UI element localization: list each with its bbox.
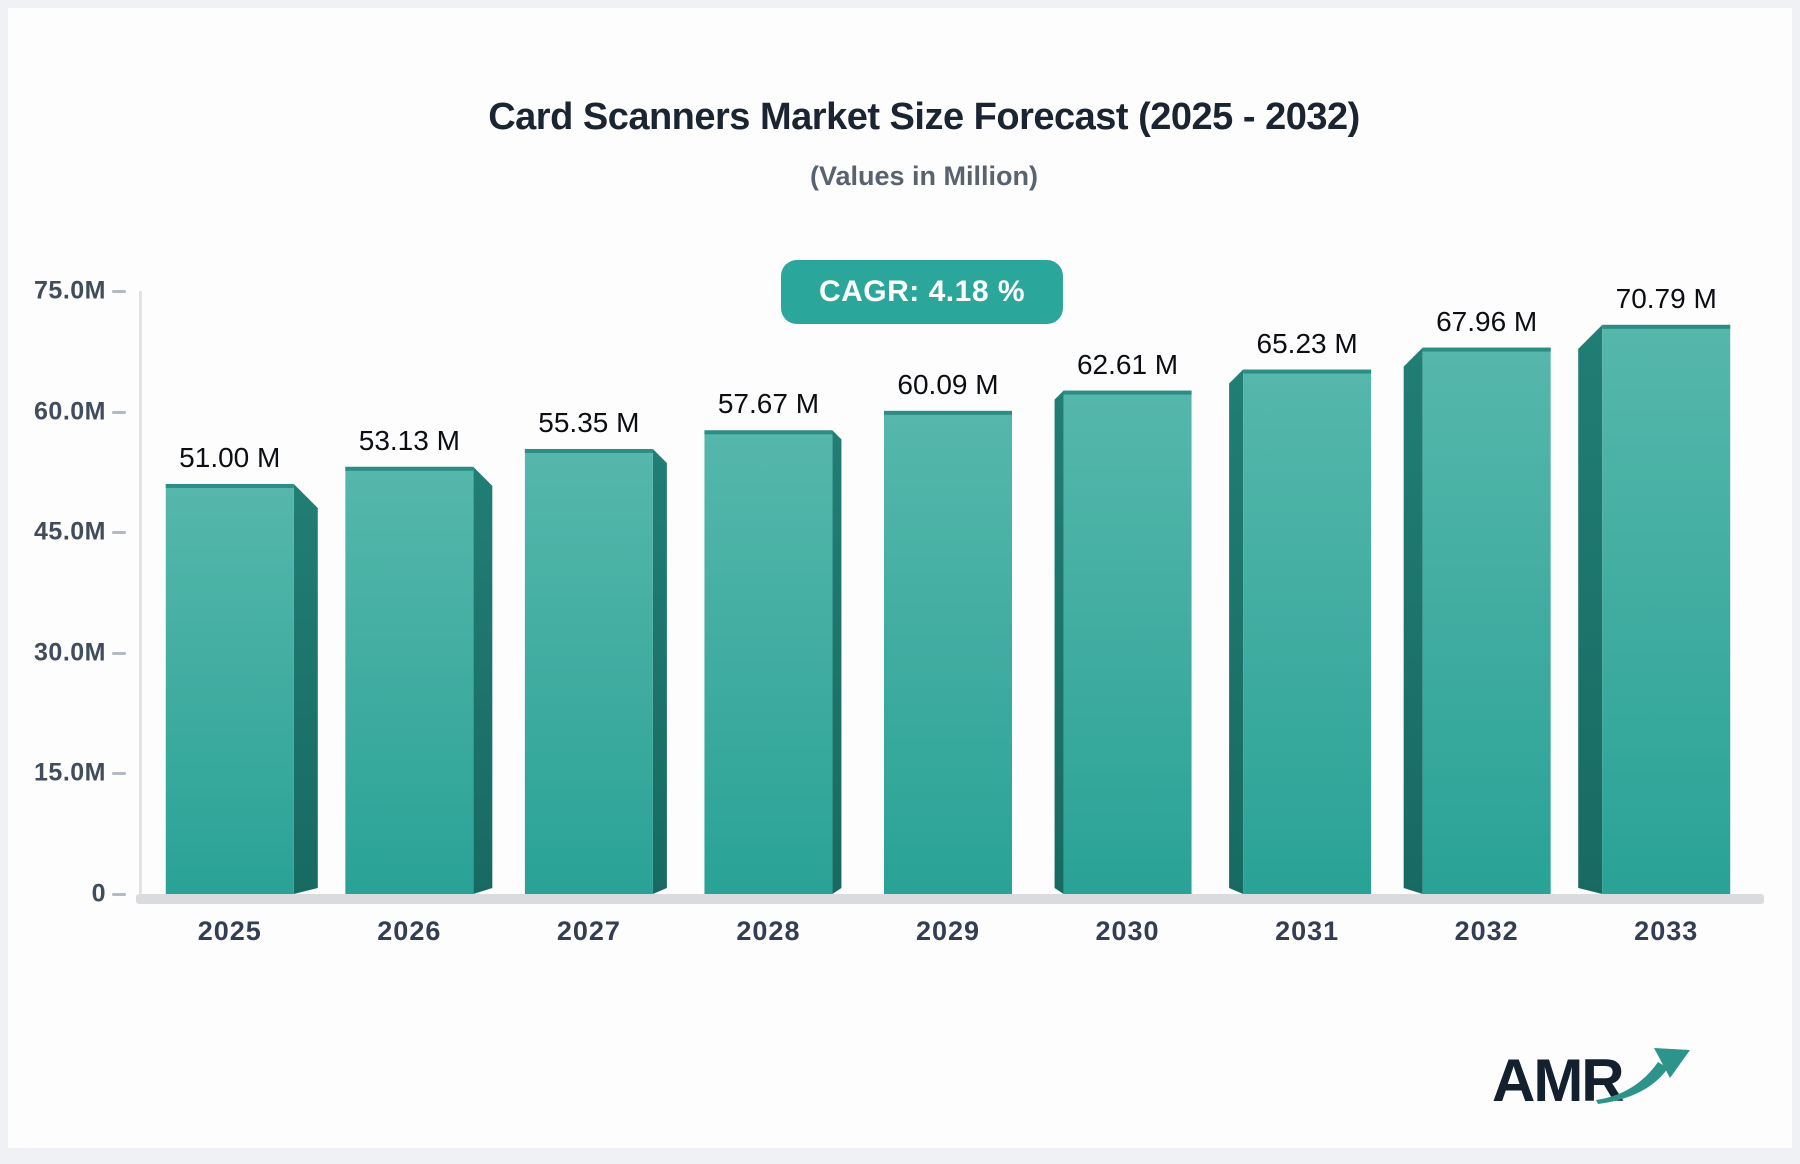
chart-title: Card Scanners Market Size Forecast (2025… (488, 96, 1360, 138)
bar-value-label: 60.09 M (897, 368, 999, 400)
x-tick-label: 2025 (197, 916, 262, 946)
bar-chart-plot: 0 15.0M 30.0M 45.0M 60.0M 75.0M 51.00 M 2025 53.… (8, 8, 1792, 1148)
bar-2030 (1063, 390, 1192, 894)
y-tick-mark (112, 531, 126, 535)
x-tick-label: 2032 (1454, 916, 1519, 946)
bar-value-label: 62.61 M (1076, 348, 1179, 380)
bar-value-label: 67.96 M (1436, 305, 1538, 337)
y-tick-mark (112, 410, 126, 414)
bar-value-label: 57.67 M (717, 388, 820, 420)
bar-2033 (1602, 324, 1731, 894)
y-axis-line (139, 291, 142, 900)
y-tick-label: 15.0M (34, 758, 106, 787)
amr-logo: AMR (1492, 1044, 1690, 1124)
bar-value-label: 55.35 M (538, 406, 640, 438)
bar-value-label: 51.00 M (179, 441, 281, 473)
bar-value-label: 70.79 M (1615, 282, 1717, 314)
cagr-badge: CAGR: 4.18 % (780, 260, 1064, 324)
bar-side-3d (1578, 324, 1603, 894)
chart-subtitle: (Values in Million) (809, 161, 1039, 191)
y-tick-label: 30.0M (34, 638, 106, 667)
bar-top-edge (1422, 347, 1551, 352)
bar-side-3d (832, 430, 842, 894)
y-tick-mark (112, 290, 126, 293)
y-tick-mark (112, 651, 126, 655)
bar-top-edge (345, 466, 474, 471)
x-tick-label: 2029 (915, 916, 981, 946)
bar-2027 (524, 448, 653, 894)
x-tick-label: 2028 (736, 916, 801, 946)
bar-2031 (1243, 369, 1372, 895)
y-tick-label: 75.0M (34, 276, 106, 305)
bar-value-label: 53.13 M (358, 424, 460, 456)
bar-2032 (1422, 347, 1551, 895)
bar-top-edge (704, 430, 833, 435)
bar-side-3d (652, 448, 667, 894)
bar-value-label: 65.23 M (1256, 327, 1358, 359)
bar-top-edge (524, 448, 653, 453)
bar-top-edge (1243, 369, 1372, 374)
bar-2029 (884, 410, 1012, 894)
y-tick-mark (112, 893, 126, 896)
chart-card: Card Scanners Market Size Forecast (2025… (8, 8, 1792, 1148)
chart-header: Card Scanners Market Size Forecast (2025… (8, 96, 1792, 192)
y-tick-label: 0 (91, 879, 106, 908)
bar-top-edge (1602, 324, 1731, 329)
x-tick-label: 2027 (556, 916, 621, 946)
bar-top-edge (884, 410, 1012, 415)
x-tick-label: 2031 (1275, 916, 1340, 946)
bar-side-3d (473, 466, 493, 894)
x-tick-label: 2030 (1095, 916, 1160, 946)
bar-top-edge (165, 483, 294, 488)
x-tick-label: 2026 (377, 916, 442, 946)
bar-2028 (704, 430, 833, 894)
bar-side-3d (293, 483, 318, 894)
y-tick-mark (112, 772, 126, 776)
bar-top-edge (1063, 390, 1192, 395)
y-tick-label: 45.0M (34, 517, 106, 546)
bar-side-3d (1054, 390, 1064, 894)
bars-layer (165, 324, 1731, 895)
bar-side-3d (1229, 369, 1244, 895)
x-axis-baseline (136, 894, 1764, 904)
x-tick-label: 2033 (1634, 916, 1699, 946)
y-tick-label: 60.0M (34, 397, 106, 426)
bar-2025 (165, 483, 294, 894)
growth-arrow-icon (1596, 1048, 1690, 1104)
bar-2026 (345, 466, 474, 894)
bar-side-3d (1403, 347, 1423, 895)
